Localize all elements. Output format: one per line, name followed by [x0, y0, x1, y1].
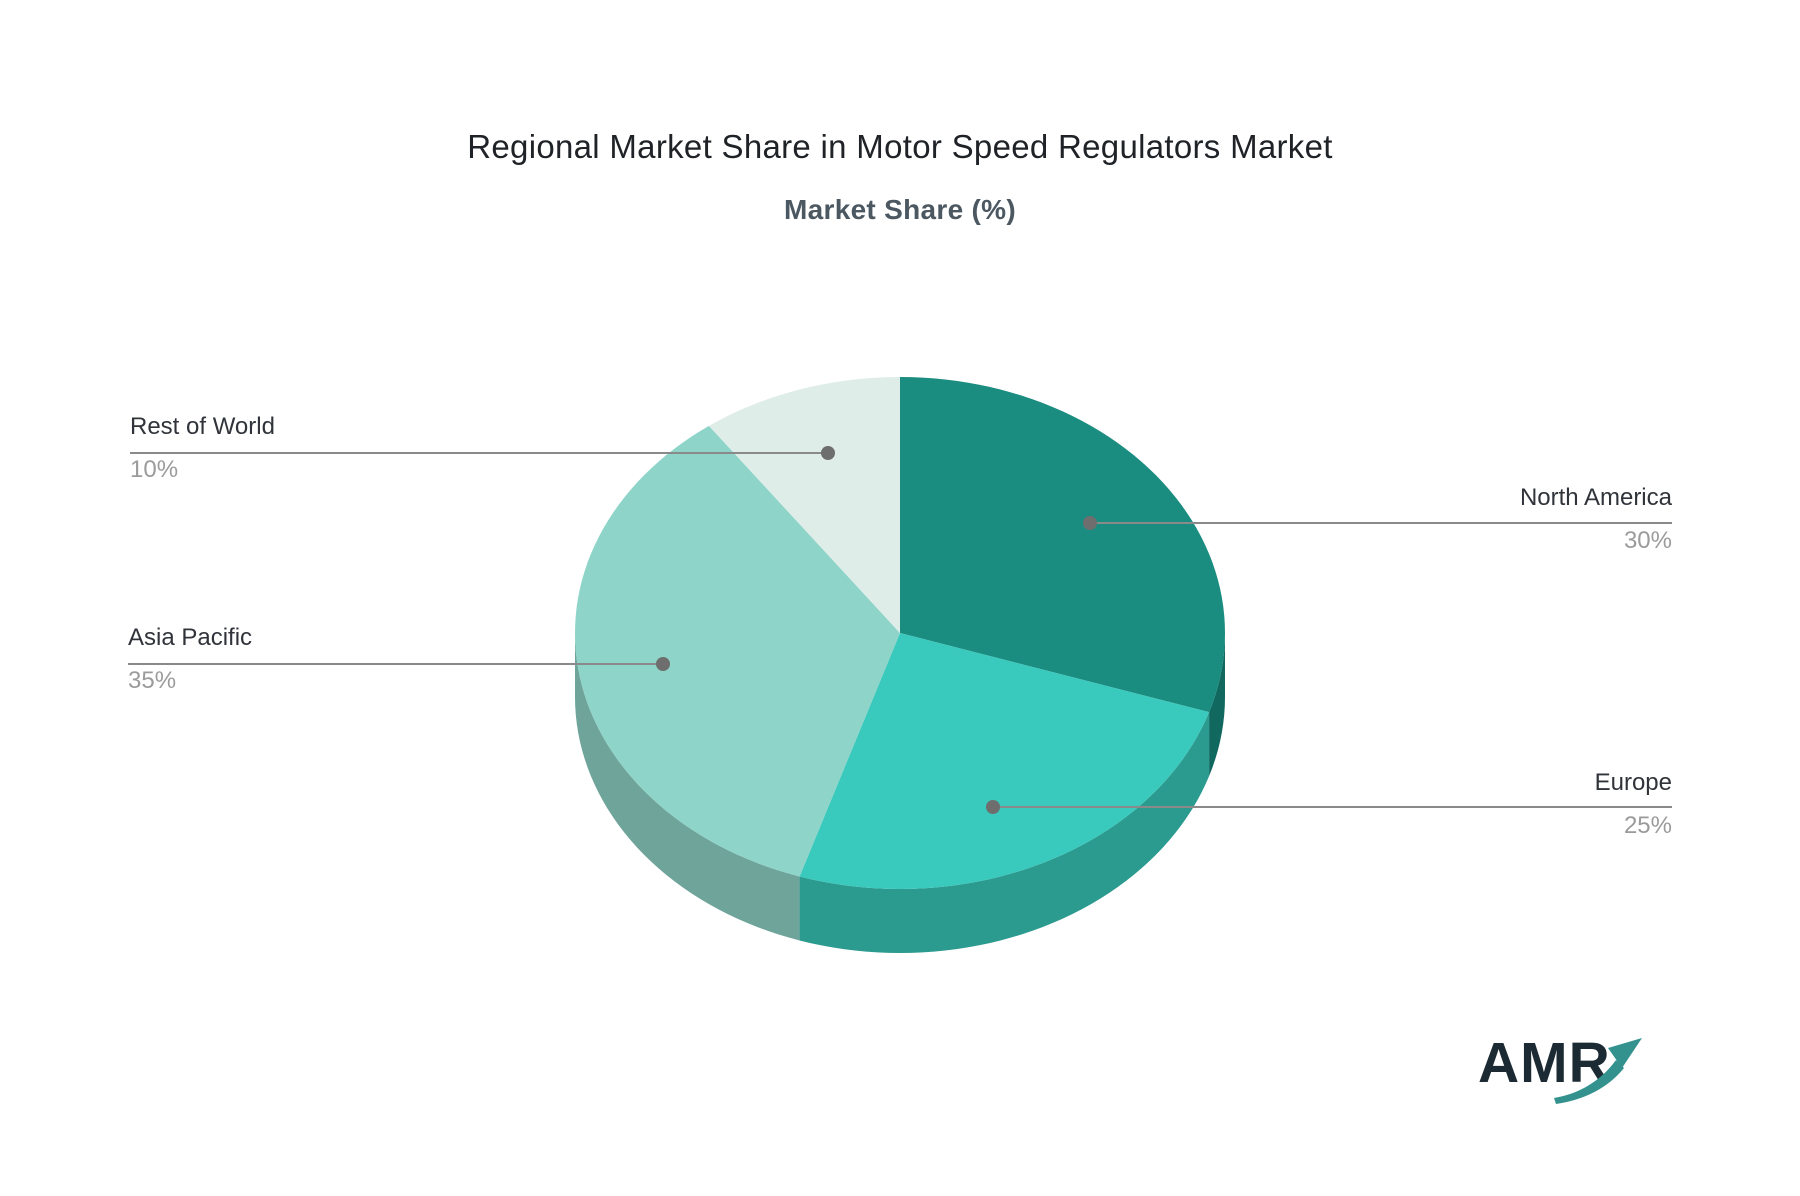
pie-slice-europe[interactable]: [799, 633, 1210, 889]
pie-slice-asia-pacific[interactable]: [575, 425, 900, 877]
chart-title: Regional Market Share in Motor Speed Reg…: [467, 128, 1333, 165]
leader-dot-asia-pacific: [656, 657, 670, 671]
slice-percentage-rest-of-world: 10%: [130, 456, 179, 483]
slice-label-europe: Europe: [1594, 769, 1672, 796]
amr-logo: AMR: [1478, 1030, 1658, 1110]
label-group-north-america: North America 30%: [1520, 485, 1672, 554]
leader-dot-rest-of-world: [821, 446, 835, 460]
slice-label-rest-of-world: Rest of World: [130, 413, 275, 440]
slice-label-north-america: North America: [1519, 484, 1672, 511]
slice-percentage-north-america: 30%: [1623, 527, 1672, 554]
chart-subtitle: Market Share (%): [784, 194, 1016, 225]
slice-label-asia-pacific: Asia Pacific: [128, 624, 253, 651]
pie-slice-side-north-america: [1209, 633, 1225, 777]
label-group-europe: Europe 25%: [1595, 770, 1672, 839]
logo-arrow-icon: [1554, 1038, 1642, 1104]
leader-dot-north-america: [1083, 516, 1097, 530]
label-group-rest-of-world: Rest of World 10%: [130, 414, 275, 483]
amr-logo-text: AMR: [1478, 1031, 1611, 1095]
pie-slice-north-america[interactable]: [900, 377, 1225, 713]
label-group-asia-pacific: Asia Pacific 35%: [128, 625, 252, 694]
slice-percentage-europe: 25%: [1623, 812, 1672, 839]
leader-dot-europe: [986, 800, 1000, 814]
pie-slice-side-asia-pacific: [575, 633, 800, 941]
pie-slice-rest-of-world[interactable]: [708, 377, 900, 633]
pie-slice-side-europe: [799, 712, 1210, 953]
slice-percentage-asia-pacific: 35%: [128, 667, 177, 694]
